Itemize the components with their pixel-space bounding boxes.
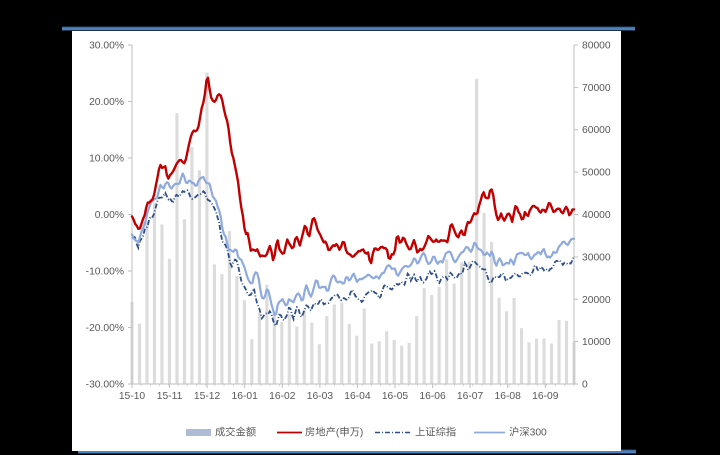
svg-text:16-05: 16-05 xyxy=(382,391,409,402)
svg-text:20000: 20000 xyxy=(582,295,611,306)
svg-text:-30.00%: -30.00% xyxy=(86,380,124,391)
svg-text:15-11: 15-11 xyxy=(157,391,183,402)
svg-text:0.00%: 0.00% xyxy=(95,210,124,221)
svg-text:15-10: 15-10 xyxy=(119,391,146,402)
svg-text:上证综指: 上证综指 xyxy=(415,426,456,439)
svg-text:-20.00%: -20.00% xyxy=(86,323,124,334)
svg-text:20.00%: 20.00% xyxy=(89,97,124,108)
svg-text:40000: 40000 xyxy=(582,210,611,221)
svg-text:成交金额: 成交金额 xyxy=(215,426,256,439)
svg-text:16-06: 16-06 xyxy=(419,391,446,402)
svg-text:16-07: 16-07 xyxy=(457,391,484,402)
svg-text:70000: 70000 xyxy=(582,83,611,94)
svg-text:房地产(申万): 房地产(申万) xyxy=(305,426,363,439)
svg-text:60000: 60000 xyxy=(582,125,611,136)
svg-text:15-12: 15-12 xyxy=(194,391,221,402)
svg-text:10.00%: 10.00% xyxy=(89,154,124,165)
svg-text:16-01: 16-01 xyxy=(232,391,259,402)
svg-text:16-03: 16-03 xyxy=(307,391,334,402)
svg-text:0: 0 xyxy=(582,380,588,391)
svg-text:16-08: 16-08 xyxy=(495,391,522,402)
svg-text:50000: 50000 xyxy=(582,168,611,179)
svg-text:16-02: 16-02 xyxy=(269,391,296,402)
svg-text:10000: 10000 xyxy=(582,337,611,348)
svg-text:30000: 30000 xyxy=(582,252,611,263)
svg-text:沪深300: 沪深300 xyxy=(509,426,547,439)
svg-text:80000: 80000 xyxy=(582,41,611,52)
svg-text:16-09: 16-09 xyxy=(532,391,559,402)
svg-text:30.00%: 30.00% xyxy=(89,41,124,52)
svg-text:16-04: 16-04 xyxy=(344,391,371,402)
svg-text:-10.00%: -10.00% xyxy=(86,267,124,278)
